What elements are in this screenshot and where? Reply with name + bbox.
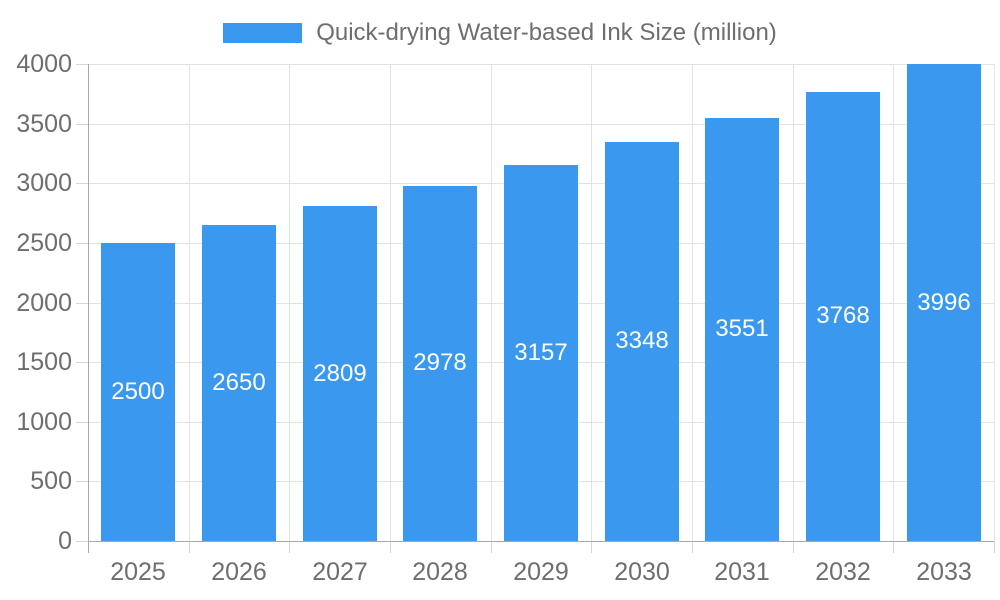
x-axis-tick <box>994 541 995 553</box>
bar-value-label: 3551 <box>715 315 769 342</box>
bar-2028[interactable] <box>403 186 477 541</box>
y-axis-tick-label: 3500 <box>16 110 72 138</box>
bar-value-label: 3157 <box>514 339 568 366</box>
y-axis-tick <box>76 64 88 65</box>
y-axis-tick-label: 0 <box>58 527 72 555</box>
bar-2031[interactable] <box>705 118 779 541</box>
y-axis-tick-label: 1500 <box>16 348 72 376</box>
bar-2032[interactable] <box>806 92 880 541</box>
x-gridline <box>289 64 290 541</box>
x-gridline <box>893 64 894 541</box>
x-gridline <box>189 64 190 541</box>
x-axis-tick-label: 2026 <box>211 558 267 586</box>
x-axis-tick <box>390 541 391 553</box>
bar-value-label: 2500 <box>111 378 165 405</box>
legend-swatch[interactable] <box>223 23 303 43</box>
y-axis-tick <box>76 541 88 542</box>
y-axis-line <box>88 64 89 553</box>
y-axis-tick-label: 500 <box>30 467 72 495</box>
x-axis-tick-label: 2031 <box>714 558 770 586</box>
x-axis-tick <box>491 541 492 553</box>
y-axis-tick-label: 4000 <box>16 50 72 78</box>
x-axis-line <box>88 541 994 542</box>
x-gridline <box>793 64 794 541</box>
y-axis-tick <box>76 422 88 423</box>
bar-2030[interactable] <box>605 142 679 541</box>
x-axis-tick <box>793 541 794 553</box>
bar-value-label: 3996 <box>917 289 971 316</box>
x-axis-tick <box>591 541 592 553</box>
x-gridline <box>491 64 492 541</box>
legend[interactable]: Quick-drying Water-based Ink Size (milli… <box>0 19 1000 47</box>
x-axis-tick <box>289 541 290 553</box>
y-axis-tick-label: 3000 <box>16 169 72 197</box>
bar-2033[interactable] <box>907 64 981 541</box>
x-axis-tick-label: 2030 <box>614 558 670 586</box>
y-axis-tick <box>76 243 88 244</box>
x-axis-tick-label: 2029 <box>513 558 569 586</box>
bar-2025[interactable] <box>101 243 175 541</box>
x-axis-tick <box>893 541 894 553</box>
bar-value-label: 2978 <box>413 349 467 376</box>
y-axis-tick <box>76 303 88 304</box>
x-axis-tick <box>189 541 190 553</box>
x-axis-tick-label: 2025 <box>110 558 166 586</box>
x-gridline <box>390 64 391 541</box>
bar-value-label: 3768 <box>816 302 870 329</box>
y-axis-tick <box>76 183 88 184</box>
y-gridline <box>88 124 994 125</box>
bar-2027[interactable] <box>303 206 377 541</box>
x-gridline <box>692 64 693 541</box>
bar-2029[interactable] <box>504 165 578 541</box>
x-axis-tick-label: 2033 <box>916 558 972 586</box>
y-axis-tick <box>76 124 88 125</box>
y-axis-tick-label: 1000 <box>16 408 72 436</box>
legend-label[interactable]: Quick-drying Water-based Ink Size (milli… <box>316 19 777 46</box>
bar-value-label: 3348 <box>615 327 669 354</box>
y-axis-tick-label: 2000 <box>16 289 72 317</box>
bar-2026[interactable] <box>202 225 276 541</box>
x-axis-tick-label: 2028 <box>412 558 468 586</box>
x-gridline <box>994 64 995 541</box>
y-axis-tick <box>76 481 88 482</box>
y-axis-tick <box>76 362 88 363</box>
y-gridline <box>88 64 994 65</box>
x-axis-tick-label: 2032 <box>815 558 871 586</box>
y-axis-tick-label: 2500 <box>16 229 72 257</box>
bar-value-label: 2650 <box>212 369 266 396</box>
x-axis-tick <box>692 541 693 553</box>
x-axis-tick-label: 2027 <box>312 558 368 586</box>
x-gridline <box>591 64 592 541</box>
bar-value-label: 2809 <box>313 360 367 387</box>
